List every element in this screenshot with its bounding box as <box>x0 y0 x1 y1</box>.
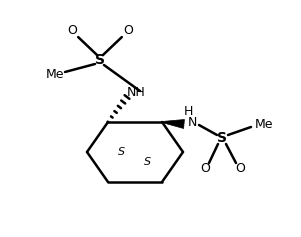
Text: N: N <box>187 115 197 128</box>
Text: O: O <box>235 161 245 174</box>
Text: S: S <box>217 131 227 145</box>
Text: S: S <box>95 53 105 67</box>
Text: O: O <box>67 23 77 36</box>
Text: O: O <box>123 23 133 36</box>
Text: S: S <box>118 147 126 157</box>
Text: O: O <box>200 161 210 174</box>
Text: S: S <box>144 157 152 167</box>
Text: H: H <box>183 105 193 118</box>
Text: Me: Me <box>255 118 274 132</box>
Polygon shape <box>162 119 185 128</box>
Text: NH: NH <box>127 87 145 100</box>
Text: Me: Me <box>46 68 64 82</box>
